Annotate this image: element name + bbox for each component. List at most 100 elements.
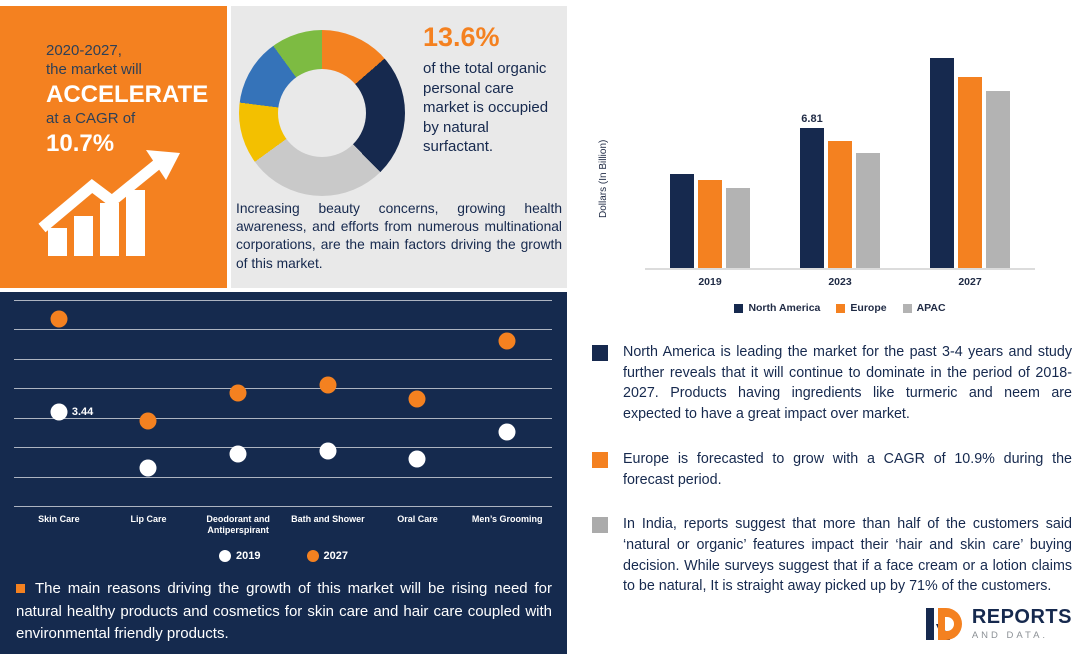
reports-and-data-logo: REPORTS AND DATA. [924,606,1072,642]
stat-block: 13.6% of the total organic personal care… [423,22,559,157]
legend-label: 2019 [236,550,261,562]
bullet-north-america: North America is leading the market for … [592,342,1072,425]
donut-chart [239,30,405,196]
market-reasons-note: The main reasons driving the growth of t… [16,578,552,646]
dot-category-men-s-grooming: Men’s Grooming [471,514,543,524]
bullet-text-india: In India, reports suggest that more than… [623,516,1072,595]
legend-swatch-icon [902,303,912,313]
dot-column-oral-care [373,300,463,506]
dot-2019-men-s-grooming [498,423,516,441]
bullet-text-north-america: North America is leading the market for … [623,344,1072,423]
bar [828,140,852,268]
donut-section: 13.6% of the total organic personal care… [231,6,567,288]
bar-apac-2027 [986,42,1010,268]
dot-category-oral-care: Oral Care [397,514,438,524]
bar [670,173,694,268]
bar-europe-2027 [958,42,982,268]
bar-apac-2019 [726,42,750,268]
bullet-india: In India, reports suggest that more than… [592,514,1072,597]
bar-north-america-2023: 6.81 [800,42,824,268]
bar-ylabel: Dollars (In Billion) [598,139,609,218]
bar-plot: 6.81 [645,42,1035,270]
dot-2019-lip-care [139,459,157,477]
logo-subtitle: AND DATA. [971,630,1049,641]
dot-2019-skin-care [50,403,68,421]
legend-swatch-icon [836,303,846,313]
legend-swatch-icon [219,550,232,562]
note-bullet-square [16,584,25,593]
insight-bullets: North America is leading the market for … [592,342,1072,597]
drivers-paragraph: Increasing beauty concerns, growing heal… [236,201,562,271]
bar-europe-2019 [698,42,722,268]
dot-2027-bath-and-shower [319,376,337,394]
legend-label: Europe [850,302,887,314]
cagr-callout: 2020-2027, the market will ACCELERATE at… [0,6,227,288]
gridline [14,476,552,478]
legend-label: North America [748,302,821,314]
legend-label: 2027 [323,550,348,562]
bar-north-america-2019 [670,42,694,268]
bar-legend-north-america: North America [734,302,820,314]
bar [726,187,750,268]
bullet-square [592,517,608,534]
dot-column-deodorant-and-antiperspirant [193,300,283,506]
bar-apac-2023 [856,42,880,268]
stat-text: of the total organic personal care marke… [423,60,549,155]
bar-group-2023: 6.81 [775,42,905,268]
dot-2027-deodorant-and-antiperspirant [229,384,247,402]
dot-column-men-s-grooming [462,300,552,506]
dot-category-deodorant-and-antiperspirant: Deodorant and Antiperspirant [206,514,270,536]
bar [986,91,1010,268]
bullet-text-europe: Europe is forecasted to grow with a CAGR… [623,450,1072,488]
dot-plot-categories: Skin Care Lip Care Deodorant and Antipersp… [14,514,552,537]
dot-2027-lip-care [139,412,157,430]
legend-label: APAC [916,302,946,314]
gridline [14,358,552,360]
dot-category-bath-and-shower: Bath and Shower [291,514,365,524]
dot-2027-oral-care [408,390,426,408]
callout-period: 2020-2027, [46,42,122,59]
bar [930,58,954,268]
bar [856,152,880,268]
bar [698,179,722,268]
bar-xlabel-2027: 2027 [958,276,982,288]
gridline [14,300,552,301]
dot-2027-men-s-grooming [498,332,516,350]
logo-title: REPORTS [971,606,1072,628]
bar-legend: North America Europe APAC [645,302,1035,314]
bar-xlabel-2019: 2019 [698,276,722,288]
bar-group-2019 [645,42,775,268]
callout-cagr-label: at a CAGR of [46,110,136,128]
bar-value-label: 6.81 [801,113,823,126]
bullet-square [592,345,608,361]
dot-2019-deodorant-and-antiperspirant [229,445,247,463]
dot-value-label: 3.44 [71,405,94,418]
bar [800,128,824,268]
bar-legend-europe: Europe [836,302,887,314]
note-text: The main reasons driving the growth of t… [16,580,552,642]
gridline [14,506,552,507]
gridline [14,329,552,331]
dot-2019-bath-and-shower [319,442,337,460]
bar-xlabel-2023: 2023 [828,276,852,288]
stat-value: 13.6% [423,22,500,52]
bar-legend-apac: APAC [902,302,946,314]
dot-plot-legend: 2019 2027 [0,550,567,562]
legend-swatch-icon [306,550,319,562]
callout-emphasis: ACCELERATE [46,80,209,108]
callout-lead: the market will [46,60,142,78]
dot-category-lip-care: Lip Care [130,514,167,524]
rd-logo-icon [925,608,962,640]
donut-hole [278,69,366,157]
bar-north-america-2027 [930,42,954,268]
dot-column-bath-and-shower [283,300,373,506]
logo-text: REPORTS AND DATA. [972,607,1072,641]
bullet-square [592,451,608,468]
bar [958,76,982,268]
dot-plot-panel: 3.44 Skin Care Lip Care Deodorant and Anti… [0,292,567,654]
dot-2027-skin-care [50,310,68,328]
dot-category-skin-care: Skin Care [38,514,80,524]
callout-cagr-value: 10.7% [46,130,115,158]
dot-plot: 3.44 [14,300,552,507]
